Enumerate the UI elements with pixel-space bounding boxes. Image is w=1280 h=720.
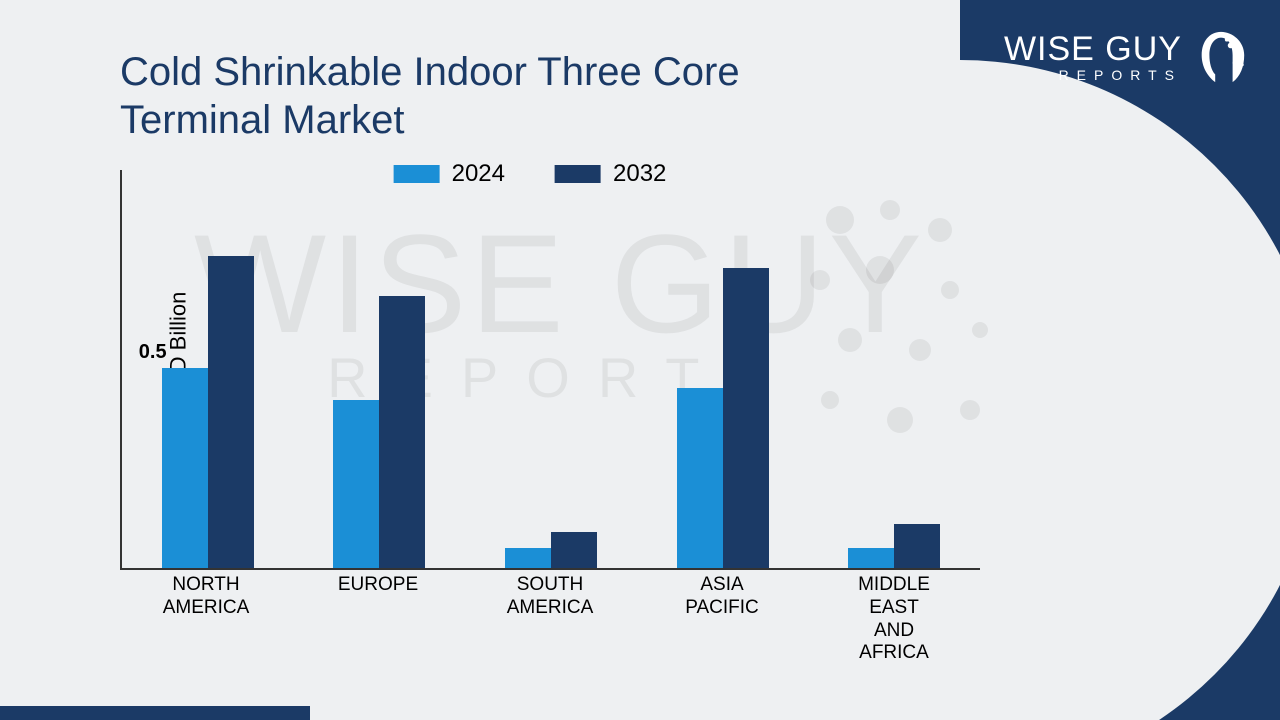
- logo-line2: REPORTS: [1004, 68, 1182, 83]
- x-axis-label: MIDDLE EAST AND AFRICA: [819, 574, 969, 665]
- chart-title: Cold Shrinkable Indoor Three Core Termin…: [120, 48, 880, 144]
- chart-area: Market Size in USD Billion 2024 2032 0.5…: [60, 160, 1000, 680]
- logo-text: WISE GUY REPORTS: [1004, 32, 1182, 82]
- brand-logo: WISE GUY REPORTS: [1004, 28, 1250, 86]
- x-axis-labels: NORTH AMERICAEUROPESOUTH AMERICAASIA PAC…: [120, 574, 980, 665]
- bar-group: [648, 170, 798, 568]
- bar: [333, 400, 379, 568]
- logo-head-icon: [1192, 28, 1250, 86]
- bar-group: [819, 170, 969, 568]
- bar: [551, 532, 597, 568]
- x-axis-label: ASIA PACIFIC: [647, 574, 797, 665]
- x-axis-label: NORTH AMERICA: [131, 574, 281, 665]
- bar-group: [304, 170, 454, 568]
- bar: [723, 268, 769, 568]
- x-axis-label: EUROPE: [303, 574, 453, 665]
- bar-groups: 0.5: [122, 170, 980, 568]
- bar-value-label: 0.5: [139, 341, 167, 364]
- bar: [208, 256, 254, 568]
- x-axis-label: SOUTH AMERICA: [475, 574, 625, 665]
- footer-accent-bar: [0, 706, 310, 720]
- bar: [162, 368, 208, 568]
- plot-area: 0.5: [120, 170, 980, 570]
- bar: [848, 548, 894, 568]
- bar-group: [476, 170, 626, 568]
- bar: [505, 548, 551, 568]
- logo-line1: WISE GUY: [1004, 32, 1182, 68]
- right-panel: [960, 0, 1280, 720]
- bar: [677, 388, 723, 568]
- bar-group: 0.5: [133, 170, 283, 568]
- bar: [379, 296, 425, 568]
- bar: [894, 524, 940, 568]
